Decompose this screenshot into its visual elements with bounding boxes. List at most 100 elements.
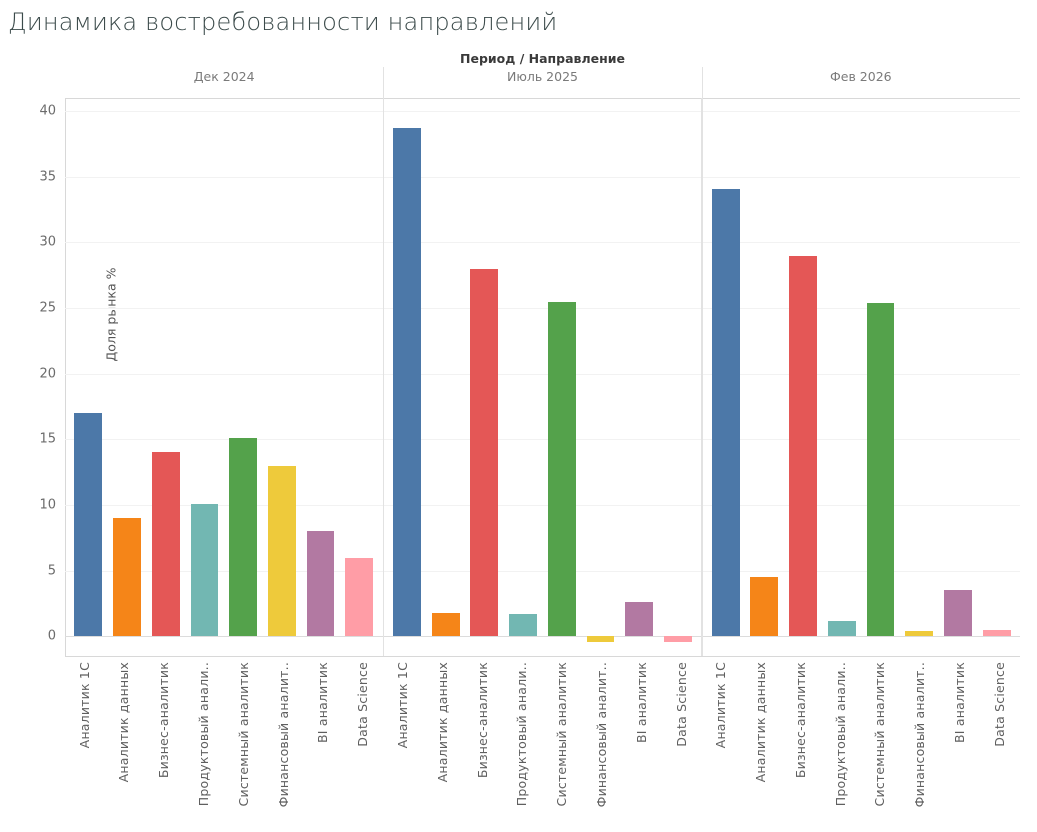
x-tick-label: Системный аналитик: [235, 662, 251, 807]
facet-divider-2: [701, 67, 703, 656]
bar[interactable]: [393, 128, 421, 637]
bar-slot: [706, 98, 745, 656]
bar-slot: [581, 98, 620, 656]
gridline-0: [65, 636, 1020, 638]
gridline-40: [65, 111, 1020, 113]
bar[interactable]: [866, 302, 895, 637]
bar[interactable]: [905, 631, 934, 637]
x-tick-label: Аналитик данных: [753, 662, 769, 783]
x-label-slot: Бизнес-аналитик: [463, 662, 503, 827]
bar[interactable]: [431, 612, 460, 637]
x-tick-label: Аналитик 1С: [76, 662, 92, 749]
bar[interactable]: [470, 268, 499, 637]
x-label-slot: Аналитик данных: [105, 662, 145, 827]
x-label-slot: Финансовый аналит..: [264, 662, 304, 827]
bar[interactable]: [750, 577, 779, 637]
x-label-slot: Системный аналитик: [543, 662, 583, 827]
x-label-panel-2: Аналитик 1С Аналитик данных Бизнес-аналити…: [702, 662, 1020, 827]
x-tick-label: Финансовый аналит..: [593, 662, 609, 808]
gridline-5: [65, 570, 1020, 572]
bar-slot: [185, 98, 224, 656]
gridline-25: [65, 308, 1020, 310]
x-label-slot: Data Science: [980, 662, 1020, 827]
bar[interactable]: [229, 438, 258, 637]
bar[interactable]: [586, 636, 615, 642]
x-tick-label: Data Science: [673, 662, 689, 747]
bar[interactable]: [190, 503, 219, 637]
x-tick-label: Системный аналитик: [554, 662, 570, 807]
bar[interactable]: [306, 531, 335, 637]
x-tick-label: Data Science: [991, 662, 1007, 747]
x-label-slot: BI аналитик: [304, 662, 344, 827]
bar-slot: [822, 98, 861, 656]
bar[interactable]: [711, 188, 740, 637]
x-tick-label: Бизнес-аналитик: [792, 662, 808, 779]
bar[interactable]: [113, 518, 141, 637]
x-tick-label: Data Science: [355, 662, 371, 747]
facet-label-1: Июль 2025: [506, 69, 578, 84]
bar[interactable]: [547, 301, 576, 637]
bar-slot: [542, 98, 581, 656]
facet-panel-1: [384, 98, 703, 656]
bar[interactable]: [943, 590, 972, 637]
y-tick-label-0: 0: [47, 628, 56, 644]
x-tick-label: Финансовый аналит..: [912, 662, 928, 808]
chart-title: Динамика востребованности направлений: [8, 8, 558, 36]
bar-slot: [340, 98, 379, 656]
facet-label-2: Фев 2026: [830, 69, 892, 84]
bar-group: [65, 98, 383, 656]
bar[interactable]: [345, 557, 374, 637]
y-tick-label-35: 35: [39, 169, 56, 185]
x-tick-label: Аналитик 1С: [713, 662, 729, 749]
x-tick-label: Аналитик данных: [434, 662, 450, 783]
bar-slot: [146, 98, 185, 656]
y-tick-label-15: 15: [39, 431, 56, 447]
bar[interactable]: [827, 620, 856, 637]
bar[interactable]: [267, 465, 296, 637]
bar-slot: [69, 98, 108, 656]
y-tick-label-30: 30: [39, 234, 56, 250]
x-label-slot: Продуктовый анали..: [821, 662, 861, 827]
bar-slot: [504, 98, 543, 656]
bar-slot: [388, 98, 427, 656]
x-label-slot: Аналитик данных: [423, 662, 463, 827]
facet-header-title: Период / Направление: [460, 51, 625, 66]
gridline-15: [65, 439, 1020, 441]
facet-strip-border: [65, 98, 1020, 99]
x-tick-label: Системный аналитик: [872, 662, 888, 807]
bar[interactable]: [625, 602, 654, 637]
bar[interactable]: [982, 629, 1011, 637]
bar[interactable]: [151, 452, 180, 637]
gridline-20: [65, 373, 1020, 375]
x-label-slot: Финансовый аналит..: [582, 662, 622, 827]
y-tick-label-5: 5: [47, 563, 56, 579]
bar[interactable]: [664, 636, 692, 642]
x-label-slot: Аналитик данных: [741, 662, 781, 827]
bar-slot: [977, 98, 1016, 656]
x-tick-label: Аналитик данных: [116, 662, 132, 783]
x-tick-label: Бизнес-аналитик: [156, 662, 172, 779]
gridline-35: [65, 176, 1020, 178]
y-tick-label-40: 40: [39, 103, 56, 119]
plot-area: Доля рынка % Дек 2024 Июль 2025 Фев 2026 4…: [39, 67, 1020, 656]
x-label-panel-1: Аналитик 1С Аналитик данных Бизнес-аналити…: [383, 662, 701, 827]
bar-slot: [939, 98, 978, 656]
facet-divider-1: [383, 67, 385, 656]
x-tick-label: Продуктовый анали..: [832, 662, 848, 807]
bar-slot: [784, 98, 823, 656]
x-label-slot: Аналитик 1С: [65, 662, 105, 827]
bar[interactable]: [789, 255, 818, 637]
bar-slot: [465, 98, 504, 656]
bar[interactable]: [509, 613, 538, 637]
x-tick-label: BI аналитик: [633, 662, 649, 743]
x-label-panel-0: Аналитик 1С Аналитик данных Бизнес-аналити…: [65, 662, 383, 827]
x-label-slot: Системный аналитик: [224, 662, 264, 827]
y-tick-label-10: 10: [39, 497, 56, 513]
bar[interactable]: [74, 413, 103, 637]
bar-slot: [861, 98, 900, 656]
x-axis-tick-labels: Аналитик 1С Аналитик данных Бизнес-аналити…: [65, 662, 1020, 827]
bar-group: [702, 98, 1020, 656]
x-tick-label: Финансовый аналит..: [275, 662, 291, 808]
x-tick-label: Аналитик 1С: [394, 662, 410, 749]
facet-label-0: Дек 2024: [193, 69, 255, 84]
